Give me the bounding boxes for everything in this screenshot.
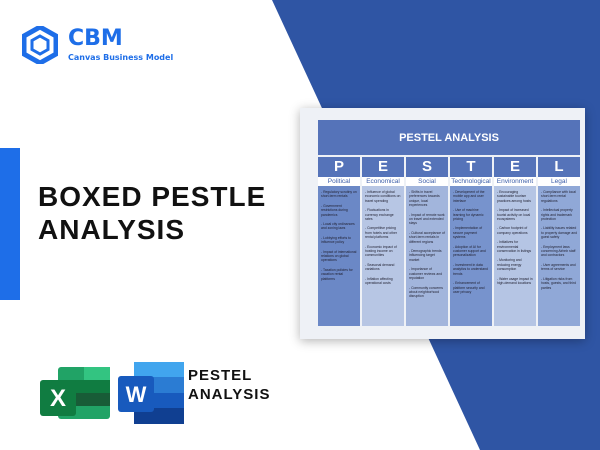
word-icon: W — [118, 362, 184, 424]
bullet-item: - Impact of remote work on travel and ex… — [409, 212, 445, 226]
column-label: Economical — [362, 177, 404, 186]
bullet-item: - Taxation policies for vacation rental … — [321, 267, 353, 281]
bullet-item: - Economic impact of hosting income on c… — [365, 244, 397, 258]
column-letter: E — [362, 157, 404, 177]
brand-tagline: Canvas Business Model — [68, 53, 174, 62]
column-letter: T — [450, 157, 492, 177]
bullet-item: - Investment in data analytics to unders… — [453, 262, 488, 276]
excel-icon: X — [40, 367, 110, 419]
bullet-item: - Government restrictions during pandemi… — [321, 203, 348, 217]
column-letter: L — [538, 157, 580, 177]
bullet-item: - Compliance with local short-term renta… — [541, 190, 576, 203]
svg-text:W: W — [126, 382, 147, 407]
pestel-label-line: ANALYSIS — [188, 386, 271, 403]
bullet-item: - Inflation affecting operational costs — [365, 276, 393, 286]
bullet-item: - Development of the mobile app and user… — [453, 190, 485, 203]
pestel-table: PESTEL ANALYSIS P Political - Regulatory s… — [318, 120, 580, 328]
pestel-preview-card: PESTEL ANALYSIS P Political - Regulatory s… — [300, 108, 585, 339]
bullet-item: - Implementation of secure payment syste… — [453, 226, 483, 240]
bullet-item: - Shifts in travel preferences towards u… — [409, 190, 440, 208]
bullet-item: - Fluctuations in currency exchange rate… — [365, 208, 394, 222]
bullet-item: - Regulatory scrutiny on short-term rent… — [321, 190, 357, 199]
brand-name: CBM — [68, 26, 123, 51]
brand-logo: CBM Canvas Business Model — [22, 26, 173, 64]
bullet-item: - Demographic trends influencing target … — [409, 249, 442, 262]
pestel-column: S Social - Shifts in travel preferences to… — [406, 157, 448, 326]
column-label: Social — [406, 177, 448, 186]
cbm-logo-icon — [22, 26, 58, 64]
bullet-item: - Encouraging sustainable tourism practi… — [497, 190, 531, 203]
page-title: BOXED PESTLE ANALYSIS — [38, 180, 266, 246]
bullet-item: - Seasonal demand variations — [365, 262, 395, 272]
bullet-item: - User agreements and terms of service — [541, 262, 576, 272]
bullet-item: - Impact of international relations on g… — [321, 249, 357, 263]
bullet-item: - Litigation risks from hosts, guests, a… — [541, 276, 577, 290]
pestel-label: PESTEL ANALYSIS — [188, 366, 270, 404]
bullet-item: - Water usage impact in high-demand loca… — [497, 276, 533, 286]
bullet-item: - Liability issues related to property d… — [541, 226, 578, 240]
accent-bar — [0, 148, 20, 300]
column-body: - Compliance with local short-term renta… — [538, 186, 580, 326]
column-label: Technological — [450, 177, 492, 186]
column-body: - Shifts in travel preferences towards u… — [406, 186, 448, 326]
pestel-header: PESTEL ANALYSIS — [318, 120, 580, 155]
column-body: - Encouraging sustainable tourism practi… — [494, 186, 536, 326]
pestel-label-line: PESTEL — [188, 367, 253, 384]
column-body: - Development of the mobile app and user… — [450, 186, 492, 326]
bullet-item: - Community concerns about neighborhood … — [409, 285, 443, 299]
bullet-item: - Enhancement of platform security and u… — [453, 281, 485, 294]
bullet-item: - Importance of customer reviews and rep… — [409, 267, 442, 281]
bullet-item: - Local city ordinances and zoning laws — [321, 222, 355, 231]
pestel-column: L Legal - Compliance with local short-term… — [538, 157, 580, 326]
column-body: - Influence of global economic condition… — [362, 186, 404, 326]
pestel-column: P Political - Regulatory scrutiny on short… — [318, 157, 360, 326]
pestel-column: T Technological - Development of the mobil… — [450, 157, 492, 326]
bullet-item: - Monitoring and reducing energy consump… — [497, 258, 522, 272]
bullet-item: - Lobbying efforts to influence policy — [321, 235, 351, 245]
bullet-item: - Intellectual property rights and trade… — [541, 208, 573, 222]
bullet-item: - Influence of global economic condition… — [365, 190, 401, 203]
title-line: ANALYSIS — [38, 214, 186, 245]
column-label: Environment — [494, 177, 536, 186]
bullet-item: - Impact of increased tourist activity o… — [497, 208, 531, 222]
column-body: - Regulatory scrutiny on short-term rent… — [318, 186, 360, 326]
column-label: Political — [318, 177, 360, 186]
pestel-column: E Economical - Influence of global economi… — [362, 157, 404, 326]
bullet-item: - Adoption of AI for customer support an… — [453, 244, 486, 258]
bullet-item: - Employment laws concerning Airbnb staf… — [541, 244, 576, 258]
title-line: BOXED PESTLE — [38, 181, 267, 212]
svg-text:X: X — [50, 385, 66, 412]
app-icons: X W — [40, 362, 184, 424]
bullet-item: - Cultural acceptance of short-term rent… — [409, 230, 445, 244]
column-letter: P — [318, 157, 360, 177]
column-letter: E — [494, 157, 536, 177]
column-label: Legal — [538, 177, 580, 186]
bullet-item: - Use of machine learning for dynamic pr… — [453, 208, 484, 222]
pestel-column: E Environment - Encouraging sustainable to… — [494, 157, 536, 326]
bullet-item: - Competitive pricing from hotels and ot… — [365, 226, 398, 240]
bullet-item: - Carbon footprint of company operations — [497, 226, 528, 235]
bullet-item: - Initiatives for environmental conserva… — [497, 240, 532, 254]
column-letter: S — [406, 157, 448, 177]
